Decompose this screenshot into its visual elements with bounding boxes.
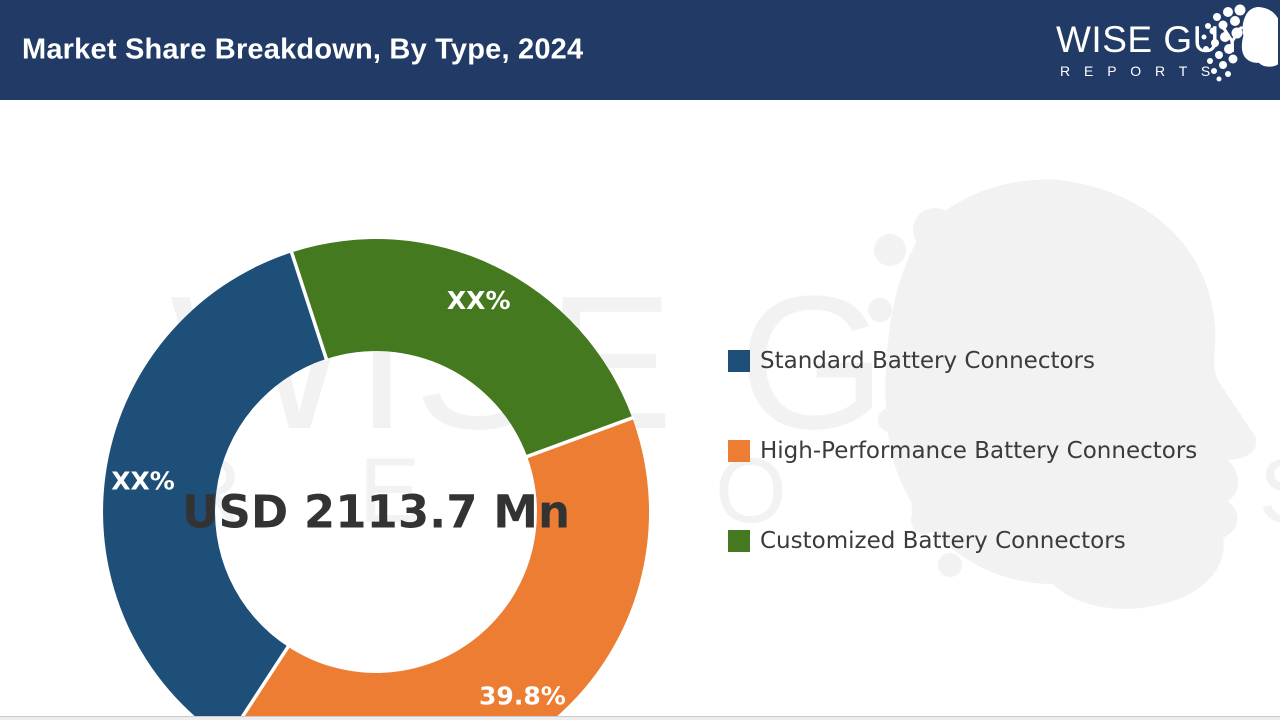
legend-label: Customized Battery Connectors bbox=[760, 528, 1126, 554]
legend-swatch-high-performance bbox=[728, 440, 750, 462]
slice-separator bbox=[238, 644, 291, 720]
bottom-border bbox=[0, 716, 1280, 720]
report-header: Market Share Breakdown, By Type, 2024 WI… bbox=[0, 0, 1280, 100]
legend-label: Standard Battery Connectors bbox=[760, 348, 1095, 374]
legend-item-standard: Standard Battery Connectors bbox=[728, 349, 1197, 373]
wiseguy-logo: WISE GUY R E P O R T S bbox=[1056, 4, 1278, 82]
logo-face-icon bbox=[1201, 4, 1278, 82]
legend-item-customized: Customized Battery Connectors bbox=[728, 529, 1197, 553]
slice-separator bbox=[289, 249, 329, 362]
pie-slice-customized-battery-connectors bbox=[291, 239, 633, 457]
chart-canvas: WISE GUY R E P O R T S USD 2113.7 Mn XX%… bbox=[0, 100, 1280, 720]
chart-title: Market Share Breakdown, By Type, 2024 bbox=[22, 33, 584, 66]
slice-label: 39.8% bbox=[479, 681, 566, 710]
slice-separator bbox=[524, 415, 635, 459]
chart-center-value: USD 2113.7 Mn bbox=[182, 486, 570, 539]
pie-slice-standard-battery-connectors bbox=[103, 252, 327, 720]
legend-swatch-customized bbox=[728, 530, 750, 552]
legend-swatch-standard bbox=[728, 350, 750, 372]
pie-slice-high-performance-battery-connectors bbox=[240, 417, 650, 720]
donut-chart: USD 2113.7 Mn XX% 39.8% XX% bbox=[103, 239, 650, 720]
slice-label: XX% bbox=[447, 286, 511, 315]
logo-subtext: R E P O R T S bbox=[1060, 63, 1215, 79]
legend-label: High-Performance Battery Connectors bbox=[760, 438, 1198, 464]
chart-legend: Standard Battery Connectors High-Perform… bbox=[728, 349, 1197, 619]
legend-item-high-performance: High-Performance Battery Connectors bbox=[728, 439, 1197, 463]
slice-label: XX% bbox=[111, 467, 175, 496]
